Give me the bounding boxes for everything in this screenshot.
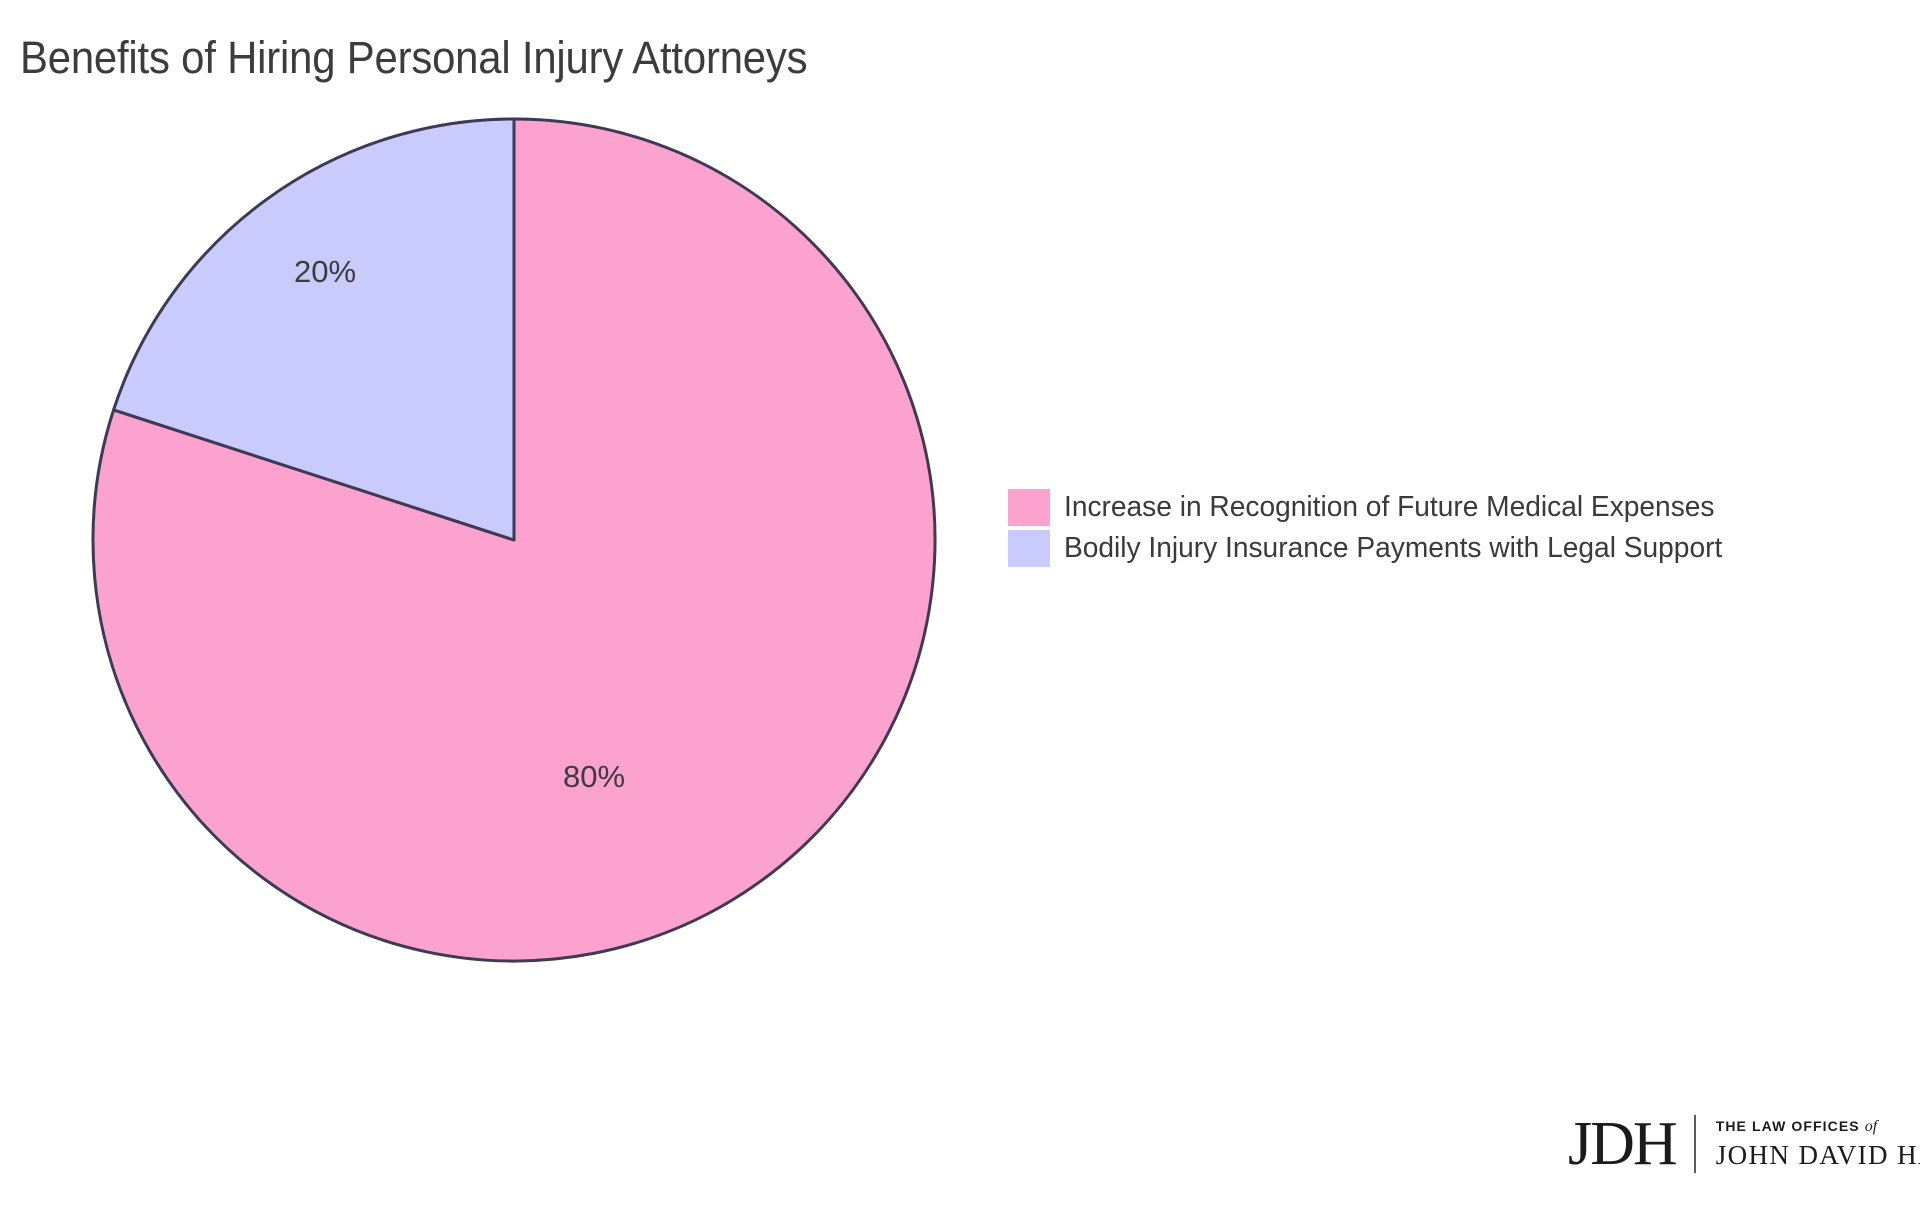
logo-tagline: THE LAW OFFICES of <box>1716 1118 1920 1136</box>
logo-divider <box>1693 1115 1696 1173</box>
legend-swatch-icon-lavender <box>1008 530 1050 567</box>
logo-tagline-main: THE LAW OFFICES <box>1715 1118 1860 1134</box>
pie-chart: 80% 20% <box>0 0 1030 1080</box>
legend-swatch-icon-pink <box>1008 489 1050 526</box>
chart-legend: Increase in Recognition of Future Medica… <box>1008 489 1743 567</box>
logo-firm-name: JOHN DAVID HART <box>1715 1140 1920 1170</box>
legend-item-label: Increase in Recognition of Future Medica… <box>1064 491 1715 523</box>
brand-logo: JDH THE LAW OFFICES of JOHN DAVID HART <box>1568 1108 1920 1180</box>
logo-tagline-of: of <box>1864 1118 1878 1135</box>
logo-monogram: JDH <box>1568 1110 1678 1178</box>
pie-chart-svg: 80% 20% <box>91 117 937 963</box>
pie-slice-label-20: 20% <box>294 254 356 289</box>
legend-item-label: Bodily Injury Insurance Payments with Le… <box>1064 532 1723 564</box>
pie-slice-bodily-injury-insurance-payments[interactable] <box>112 117 516 542</box>
pie-slice-label-80: 80% <box>563 759 625 794</box>
page-title: Benefits of Hiring Personal Injury Attor… <box>20 32 808 83</box>
legend-item-increase-future-medical-expenses[interactable]: Increase in Recognition of Future Medica… <box>1008 489 1743 526</box>
legend-item-bodily-injury-insurance-payments[interactable]: Bodily Injury Insurance Payments with Le… <box>1008 530 1743 567</box>
logo-text-block: THE LAW OFFICES of JOHN DAVID HART <box>1696 1118 1920 1170</box>
